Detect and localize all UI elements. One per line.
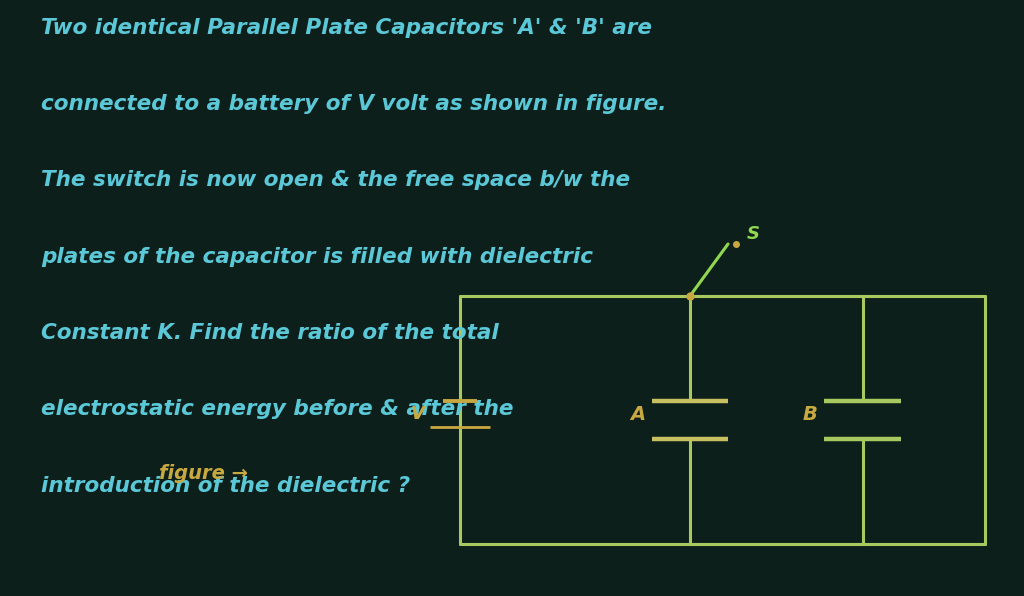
Text: figure →: figure → (159, 464, 248, 483)
Text: plates of the capacitor is filled with dielectric: plates of the capacitor is filled with d… (41, 247, 593, 267)
Text: electrostatic energy before & after the: electrostatic energy before & after the (41, 399, 513, 420)
Text: connected to a battery of V volt as shown in figure.: connected to a battery of V volt as show… (41, 94, 667, 114)
Text: Constant K. Find the ratio of the total: Constant K. Find the ratio of the total (41, 323, 499, 343)
Text: V: V (411, 405, 425, 423)
Text: The switch is now open & the free space b/w the: The switch is now open & the free space … (41, 170, 630, 191)
Text: introduction of the dielectric ?: introduction of the dielectric ? (41, 476, 410, 496)
Text: B: B (803, 405, 818, 424)
Text: S: S (746, 225, 760, 243)
Text: Two identical Parallel Plate Capacitors 'A' & 'B' are: Two identical Parallel Plate Capacitors … (41, 18, 652, 38)
Text: A: A (631, 405, 645, 424)
